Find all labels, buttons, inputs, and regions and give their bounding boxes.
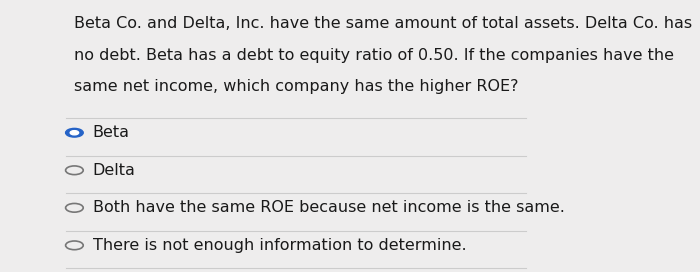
- Text: Delta: Delta: [92, 163, 136, 178]
- Circle shape: [66, 128, 83, 137]
- Text: Beta: Beta: [92, 125, 130, 140]
- Text: Beta Co. and Delta, Inc. have the same amount of total assets. Delta Co. has: Beta Co. and Delta, Inc. have the same a…: [74, 16, 692, 31]
- Text: no debt. Beta has a debt to equity ratio of 0.50. If the companies have the: no debt. Beta has a debt to equity ratio…: [74, 48, 674, 63]
- Text: There is not enough information to determine.: There is not enough information to deter…: [92, 238, 466, 253]
- Text: Both have the same ROE because net income is the same.: Both have the same ROE because net incom…: [92, 200, 564, 215]
- Text: same net income, which company has the higher ROE?: same net income, which company has the h…: [74, 79, 519, 94]
- Circle shape: [70, 131, 78, 135]
